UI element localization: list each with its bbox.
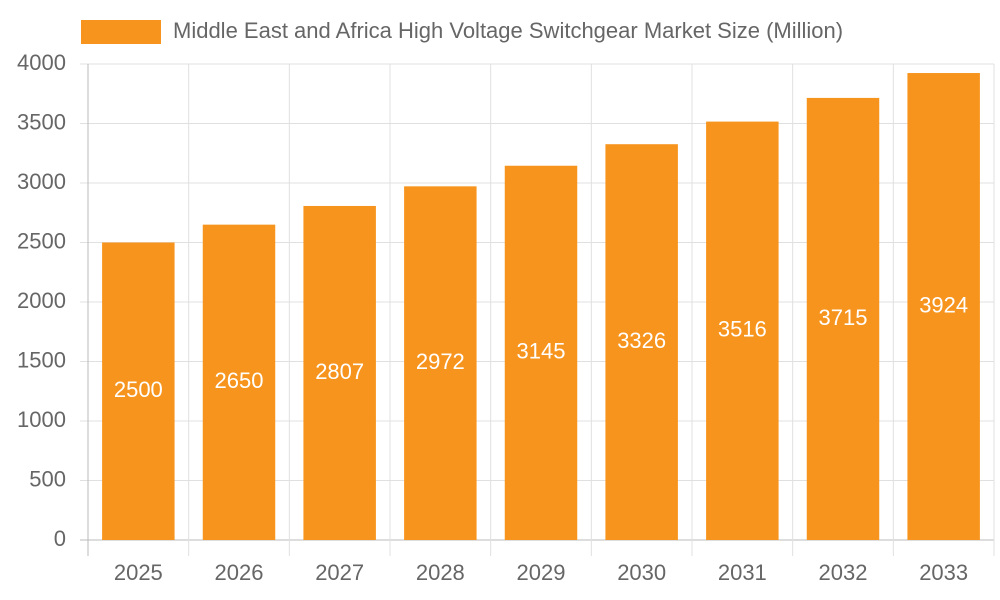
value-label: 2972 [416,349,465,374]
y-tick-label: 0 [54,526,66,551]
x-tick-label: 2029 [517,560,566,585]
x-tick-label: 2025 [114,560,163,585]
value-label: 2500 [114,377,163,402]
x-tick-label: 2026 [215,560,264,585]
value-label: 2807 [315,359,364,384]
x-tick-label: 2033 [919,560,968,585]
value-label: 3715 [819,305,868,330]
bar [706,121,779,540]
bar [806,97,880,540]
y-tick-label: 1500 [17,347,66,372]
legend-label: Middle East and Africa High Voltage Swit… [173,18,843,43]
x-tick-label: 2027 [315,560,364,585]
value-label: 3516 [718,317,767,342]
x-tick-label: 2030 [617,560,666,585]
x-tick-label: 2028 [416,560,465,585]
value-label: 2650 [215,368,264,393]
y-tick-label: 4000 [17,50,66,75]
bar [605,144,678,540]
y-tick-label: 2000 [17,288,66,313]
bar [404,186,477,540]
bar [202,224,276,540]
legend-swatch [81,20,161,44]
value-label: 3924 [919,292,968,317]
y-tick-label: 3000 [17,169,66,194]
value-label: 3326 [617,328,666,353]
y-tick-label: 2500 [17,228,66,253]
x-tick-label: 2031 [718,560,767,585]
bar [303,205,376,541]
y-tick-label: 3500 [17,109,66,134]
y-tick-label: 1000 [17,407,66,432]
bar [907,73,980,540]
bar [504,165,578,540]
bar [102,242,175,540]
value-label: 3145 [517,339,566,364]
x-tick-label: 2032 [819,560,868,585]
y-tick-label: 500 [29,466,66,491]
